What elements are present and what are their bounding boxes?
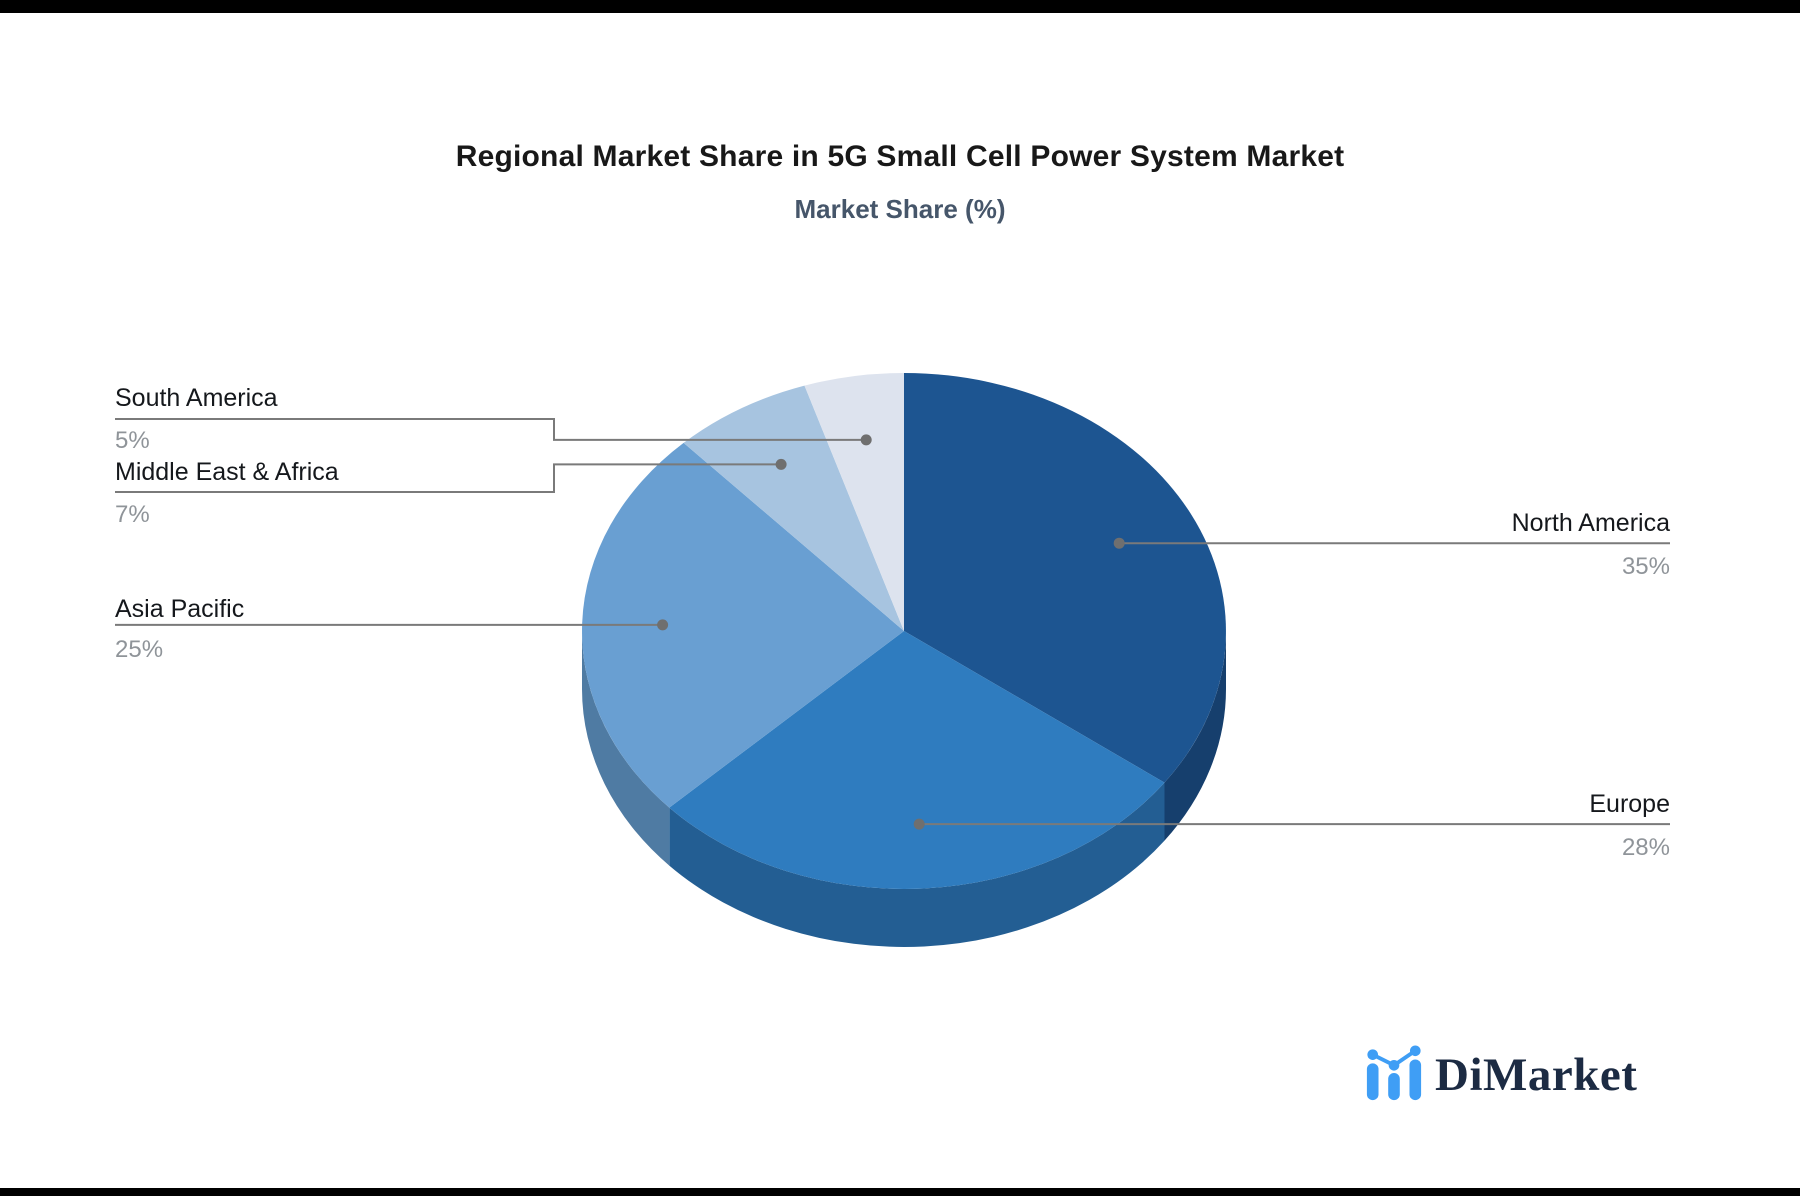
- pct-north-america: 35%: [1621, 553, 1670, 580]
- bottom-border-bar: [0, 1188, 1800, 1196]
- chart-subtitle: Market Share (%): [794, 194, 1006, 224]
- label-europe: Europe: [1589, 790, 1670, 818]
- top-border-bar: [0, 0, 1800, 13]
- pct-asia-pacific: 25%: [115, 636, 164, 663]
- leader-line-3: [115, 463, 782, 493]
- leader-dot-4: [860, 434, 872, 446]
- label-north-america: North America: [1511, 509, 1670, 537]
- dimarket-logo-icon: [1366, 1045, 1422, 1101]
- label-south-america: South America: [115, 384, 278, 412]
- pie-slice-3: [683, 385, 904, 631]
- label-middle-east-africa: Middle East & Africa: [115, 458, 339, 486]
- dimarket-logo: DiMarket: [1364, 1042, 1637, 1106]
- pie-side-2: [582, 631, 670, 866]
- dimarket-logo-text: DiMarket: [1435, 1048, 1638, 1101]
- pie-side-1: [669, 782, 1165, 947]
- leader-dot-1: [913, 818, 925, 830]
- pct-middle-east-africa: 7%: [115, 501, 150, 528]
- pie-side-0: [1164, 631, 1226, 841]
- pct-europe: 28%: [1621, 834, 1670, 861]
- leader-dot-0: [1113, 537, 1125, 549]
- label-asia-pacific: Asia Pacific: [115, 595, 245, 623]
- leader-line-4: [115, 418, 867, 441]
- pie-slice-2: [582, 442, 904, 808]
- leader-dot-3: [775, 458, 787, 470]
- pie-slice-0: [904, 373, 1226, 783]
- leader-dot-2: [657, 619, 669, 631]
- pct-south-america: 5%: [115, 427, 150, 454]
- chart-title: Regional Market Share in 5G Small Cell P…: [455, 140, 1345, 173]
- pie-slice-4: [804, 373, 904, 631]
